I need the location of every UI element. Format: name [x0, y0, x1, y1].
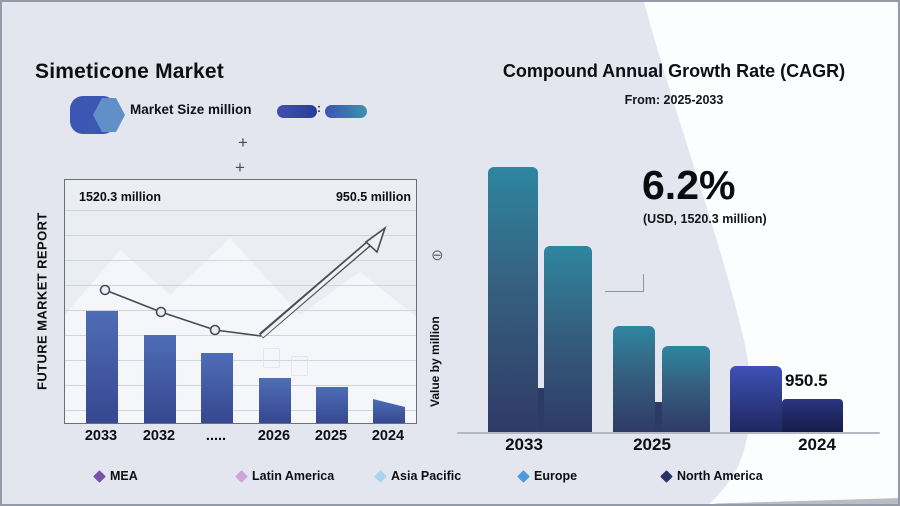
right-x-label: 2024: [798, 435, 836, 454]
left-x-label: .....: [205, 428, 227, 444]
page-title: Simeticone Market: [35, 60, 224, 83]
gridline: [65, 385, 416, 386]
plus-icon: +: [238, 133, 248, 152]
left-x-label: 2032: [142, 428, 176, 444]
legend-label: Europe: [534, 469, 578, 483]
diamond-icon: [517, 469, 530, 483]
bar-2033-b: [544, 246, 592, 432]
circled-minus-icon: ⊖: [431, 247, 444, 264]
market-size-label: Market Size million: [130, 102, 252, 117]
bar-2025-b: [662, 346, 710, 432]
bar-2025-bridge: [655, 402, 662, 432]
pill-colon: :: [317, 101, 321, 115]
right-x-label: 2025: [633, 435, 671, 454]
cagr-title: Compound Annual Growth Rate (CAGR): [502, 61, 846, 81]
gridline: [65, 285, 416, 286]
pill-dark-blue-icon: [277, 105, 317, 118]
annotation-2024-value: 950.5 million: [335, 190, 411, 204]
legend-item-asia-pacific: Asia Pacific: [374, 469, 462, 483]
right-x-label: 2033: [505, 435, 543, 454]
right-chart-ylabel: Value by million: [428, 316, 442, 407]
bar-2024-b: [782, 399, 843, 432]
ghost-document-icon: [291, 356, 308, 376]
legend-label: Asia Pacific: [391, 469, 462, 483]
pill-blue-teal-icon: [325, 105, 367, 118]
legend-item-europe: Europe: [517, 469, 578, 483]
bar-2024-a: [730, 366, 782, 432]
cagr-value: 6.2%: [642, 162, 736, 208]
bar-2033-a: [488, 167, 538, 432]
ghost-document-icon: [263, 348, 280, 368]
annotation-2033-value: 1520.3 million: [79, 190, 161, 204]
cagr-detail: (USD, 1520.3 million): [643, 212, 767, 226]
legend-label: North America: [677, 469, 763, 483]
diamond-icon: [235, 469, 248, 483]
diamond-icon: [93, 469, 106, 483]
gridline: [65, 335, 416, 336]
step-line: [643, 274, 644, 292]
right-chart-axis: [457, 432, 880, 434]
bar-2032: [144, 335, 176, 423]
bar-dots: [201, 353, 233, 423]
cagr-subtitle: From: 2025-2033: [624, 93, 724, 107]
gridline: [65, 310, 416, 311]
left-x-label: 2024: [371, 428, 405, 444]
bar-2026: [259, 378, 291, 423]
legend-label: MEA: [110, 469, 138, 483]
legend-item-latin-america: Latin America: [235, 469, 335, 483]
left-chart-panel: 1520.3 million 950.5 million: [64, 179, 417, 424]
bar-2025: [316, 387, 348, 423]
plus-icon: +: [235, 158, 245, 177]
gridline: [65, 360, 416, 361]
left-x-label: 2026: [257, 428, 291, 444]
left-x-label: 2025: [314, 428, 348, 444]
left-x-label: 2033: [84, 428, 118, 444]
trend-line-arrow: [99, 225, 387, 339]
diamond-icon: [660, 469, 673, 483]
gridline: [65, 235, 416, 236]
bar-2025-a: [613, 326, 655, 432]
legend-label: Latin America: [252, 469, 335, 483]
gridline: [65, 210, 416, 211]
left-chart-side-label: FUTURE MARKET REPORT: [34, 212, 50, 391]
bar-2033-bridge: [538, 388, 544, 432]
bar-2024-value-label: 950.5: [785, 371, 828, 390]
gridline: [65, 260, 416, 261]
diamond-icon: [374, 469, 387, 483]
bar-2033: [86, 311, 118, 423]
step-line: [605, 291, 644, 292]
legend-item-north-america: North America: [660, 469, 763, 483]
gridline: [65, 410, 416, 411]
legend-item-mea: MEA: [93, 469, 138, 483]
